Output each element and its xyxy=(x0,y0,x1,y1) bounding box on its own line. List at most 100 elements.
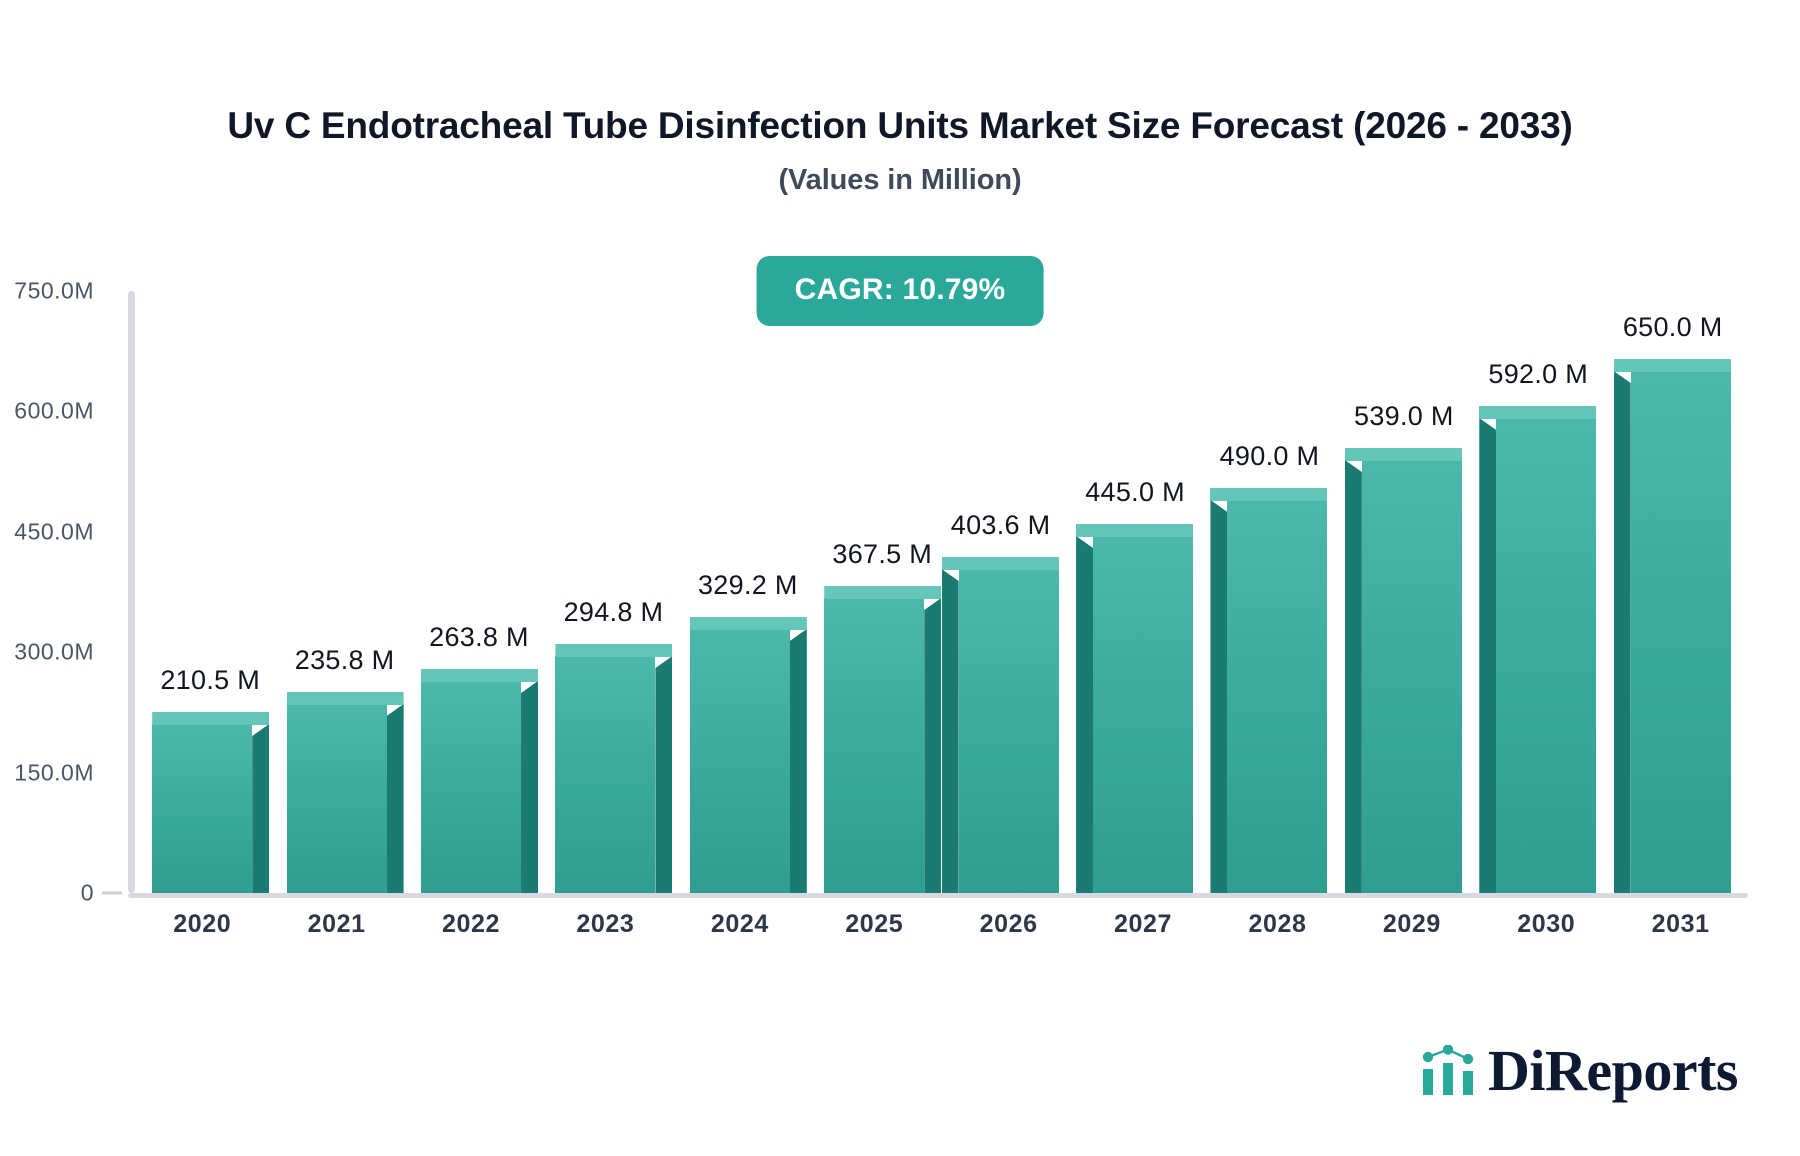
bar-side-face xyxy=(789,629,807,893)
bar-2031[interactable]: 650.0 M xyxy=(1613,312,1731,893)
bar-slot[interactable]: 294.8 M xyxy=(538,291,673,893)
bar-front-face xyxy=(421,681,522,893)
bar-front-face xyxy=(555,656,656,893)
bar-front-face xyxy=(1093,536,1194,893)
bar-slot[interactable]: 329.2 M xyxy=(673,291,807,893)
bar-front-face xyxy=(958,569,1059,893)
bar-side-face xyxy=(655,656,673,893)
bar-side-face xyxy=(1613,371,1631,893)
bar-value-label: 235.8 M xyxy=(294,645,395,675)
x-axis-labels: 2020 2021 2022 2023 2024 2025 2026 2027 2028 2029… xyxy=(135,910,1748,939)
bar-2021[interactable]: 235.8 M xyxy=(286,645,404,893)
bar-side-face xyxy=(1344,460,1362,893)
bar-side-face xyxy=(386,704,404,893)
bar-value-label: 210.5 M xyxy=(160,665,261,695)
title-block: Uv C Endotracheal Tube Disinfection Unit… xyxy=(0,104,1800,197)
bar-2022[interactable]: 263.8 M xyxy=(421,622,539,893)
bar-2029[interactable]: 539.0 M xyxy=(1344,401,1462,893)
y-axis-line xyxy=(128,291,135,893)
bar-2023[interactable]: 294.8 M xyxy=(555,597,673,893)
bar-slot[interactable]: 539.0 M xyxy=(1344,291,1479,893)
bar-slot[interactable]: 445.0 M xyxy=(1076,291,1210,893)
bar-value-label: 367.5 M xyxy=(832,539,933,569)
bar-top-face xyxy=(152,712,270,725)
bar-top-face xyxy=(824,586,942,599)
bar-top-face xyxy=(689,617,807,630)
bar-top-face xyxy=(1344,448,1462,461)
bar-value-label: 592.0 M xyxy=(1488,359,1589,389)
bar-slot[interactable]: 592.0 M xyxy=(1479,291,1613,893)
x-axis-tick-label: 2025 xyxy=(845,910,904,938)
bar-slot[interactable]: 650.0 M xyxy=(1613,291,1748,893)
direports-logo: DiReports xyxy=(1420,1038,1739,1103)
bar-front-face xyxy=(1227,500,1328,893)
x-axis-line xyxy=(128,893,1748,898)
bar-2024[interactable]: 329.2 M xyxy=(689,570,807,893)
y-axis-tick-label: 0 xyxy=(80,879,94,906)
x-axis-tick-label: 2031 xyxy=(1651,910,1710,938)
bar-top-face xyxy=(286,692,404,705)
bar-value-label: 539.0 M xyxy=(1354,401,1454,431)
bar-top-face xyxy=(555,644,673,657)
bar-value-label: 329.2 M xyxy=(697,570,798,600)
bar-value-label: 294.8 M xyxy=(563,597,664,627)
cagr-badge: CAGR: 10.79% xyxy=(756,256,1044,326)
bar-2027[interactable]: 445.0 M xyxy=(1076,477,1194,893)
bar-front-face xyxy=(1630,371,1731,893)
bar-2020[interactable]: 210.5 M xyxy=(152,665,270,893)
bar-side-face xyxy=(252,724,270,893)
bar-side-face xyxy=(924,598,942,893)
bar-slot[interactable]: 367.5 M xyxy=(807,291,942,893)
bar-front-face xyxy=(152,724,253,893)
bar-value-label: 403.6 M xyxy=(950,510,1051,540)
bar-side-face xyxy=(1479,418,1497,893)
x-axis-tick-label: 2028 xyxy=(1248,910,1307,938)
bar-top-face xyxy=(1076,524,1194,537)
bar-series: 210.5 M 235.8 M 263.8 M 294.8 M 329.2 M 367.5… xyxy=(135,291,1748,893)
bar-value-label: 445.0 M xyxy=(1085,477,1185,507)
bar-top-face xyxy=(1479,406,1597,419)
bar-2030[interactable]: 592.0 M xyxy=(1479,359,1597,893)
y-axis-tick-label: 150.0M xyxy=(14,759,94,786)
x-axis-tick-label: 2020 xyxy=(173,910,232,938)
bar-value-label: 490.0 M xyxy=(1219,441,1320,471)
x-axis-tick-label: 2030 xyxy=(1517,910,1576,938)
x-axis-tick-label: 2024 xyxy=(710,910,769,938)
x-axis-tick-label: 2026 xyxy=(979,910,1038,938)
bar-chart-logo-icon xyxy=(1422,1045,1474,1095)
page-title: Uv C Endotracheal Tube Disinfection Unit… xyxy=(227,105,1573,146)
bar-slot[interactable]: 263.8 M xyxy=(404,291,539,893)
bar-value-label: 650.0 M xyxy=(1622,312,1723,342)
logo-wordmark: DiReports xyxy=(1487,1038,1739,1103)
bar-slot[interactable]: 210.5 M xyxy=(135,291,270,893)
bar-front-face xyxy=(1496,418,1597,893)
bar-slot[interactable]: 403.6 M xyxy=(941,291,1076,893)
bar-side-face xyxy=(1076,536,1094,893)
bar-slot[interactable]: 235.8 M xyxy=(270,291,404,893)
y-axis-tick-label: 750.0M xyxy=(14,277,94,304)
bar-value-label: 263.8 M xyxy=(429,622,529,652)
chart-subtitle: (Values in Million) xyxy=(778,164,1022,197)
bar-front-face xyxy=(824,598,925,893)
y-axis-tick-label: 450.0M xyxy=(14,518,94,545)
x-axis-tick-label: 2022 xyxy=(442,910,501,938)
plot-area: 210.5 M 235.8 M 263.8 M 294.8 M 329.2 M 367.5… xyxy=(128,291,1748,898)
x-axis-tick-label: 2027 xyxy=(1114,910,1173,938)
bar-front-face xyxy=(286,704,387,893)
bar-side-face xyxy=(1210,500,1228,893)
bar-2026[interactable]: 403.6 M xyxy=(941,510,1059,893)
x-axis-tick-label: 2021 xyxy=(307,910,366,938)
bar-top-face xyxy=(1210,488,1328,501)
bar-side-face xyxy=(521,681,539,893)
bar-front-face xyxy=(689,629,790,893)
bar-2028[interactable]: 490.0 M xyxy=(1210,441,1328,893)
y-axis-zero-tick xyxy=(102,891,122,895)
x-axis-tick-label: 2029 xyxy=(1382,910,1441,938)
bar-top-face xyxy=(421,669,539,682)
bar-slot[interactable]: 490.0 M xyxy=(1210,291,1344,893)
bar-top-face xyxy=(941,557,1059,570)
bar-2025[interactable]: 367.5 M xyxy=(824,539,942,893)
y-axis-tick-label: 600.0M xyxy=(14,397,94,424)
bar-top-face xyxy=(1613,359,1731,372)
